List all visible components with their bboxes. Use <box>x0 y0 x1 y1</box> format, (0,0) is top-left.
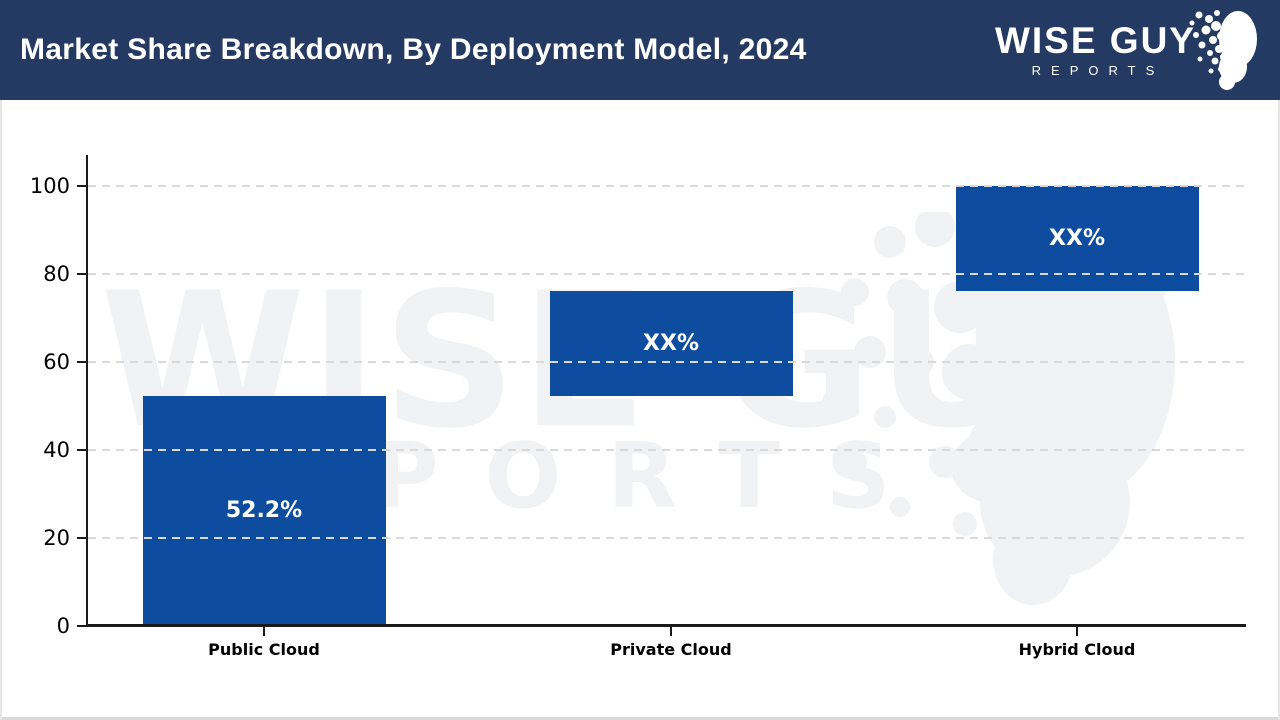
y-tick-mark-20 <box>77 537 86 539</box>
x-axis-label-private-cloud: Private Cloud <box>610 640 732 659</box>
y-tick-mark-40 <box>77 449 86 451</box>
y-tick-label-100: 100 <box>29 174 70 198</box>
y-tick-label-60: 60 <box>43 350 70 374</box>
x-axis-line <box>86 624 1246 627</box>
bar-value-label-hybrid-cloud: XX% <box>1049 225 1105 251</box>
y-tick-mark-80 <box>77 273 86 275</box>
logo-face-icon <box>1189 10 1257 90</box>
y-tick-label-80: 80 <box>43 262 70 286</box>
logo-wordmark: WISE GUY <box>994 20 1196 61</box>
logo-subtitle: REPORTS <box>1031 63 1165 78</box>
x-tick-mark-public-cloud <box>263 627 265 636</box>
x-tick-mark-private-cloud <box>670 627 672 636</box>
y-tick-mark-0 <box>77 625 86 627</box>
bar-private-cloud <box>549 291 793 397</box>
y-tick-mark-100 <box>77 185 86 187</box>
y-tick-label-0: 0 <box>56 614 70 638</box>
gridline-60 <box>88 361 1246 363</box>
logo-text: WISE GUY REPORTS <box>995 22 1196 78</box>
gridline-80 <box>88 273 1246 275</box>
bar-value-label-public-cloud: 52.2% <box>225 498 303 524</box>
x-axis-label-hybrid-cloud: Hybrid Cloud <box>1018 640 1136 659</box>
header-bar: Market Share Breakdown, By Deployment Mo… <box>0 0 1280 100</box>
x-tick-mark-hybrid-cloud <box>1076 627 1078 636</box>
y-tick-label-20: 20 <box>43 526 70 550</box>
gridline-20 <box>88 537 1246 539</box>
page-title: Market Share Breakdown, By Deployment Mo… <box>20 33 807 66</box>
bar-value-label-private-cloud: XX% <box>643 330 699 356</box>
y-tick-mark-60 <box>77 361 86 363</box>
gridline-100 <box>88 185 1246 187</box>
bar-public-cloud <box>142 396 386 626</box>
x-axis-label-public-cloud: Public Cloud <box>208 640 320 659</box>
gridline-40 <box>88 449 1246 451</box>
y-axis-line <box>86 155 88 627</box>
logo: WISE GUY REPORTS <box>995 8 1258 92</box>
y-tick-label-40: 40 <box>43 438 70 462</box>
